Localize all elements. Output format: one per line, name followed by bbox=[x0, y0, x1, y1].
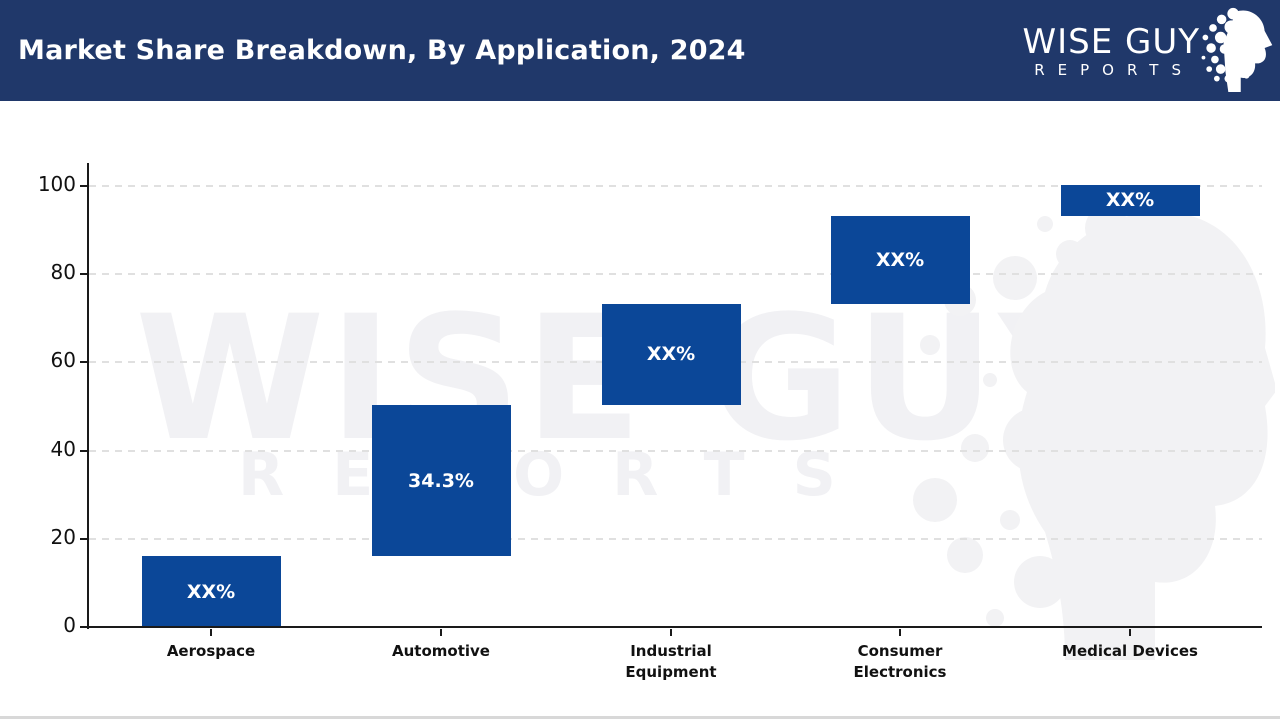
bar-segment: XX% bbox=[1060, 184, 1200, 216]
bar-value-label: XX% bbox=[186, 580, 236, 603]
logo-name-text: WISE GUY bbox=[1022, 22, 1200, 62]
header-bar: Market Share Breakdown, By Application, … bbox=[0, 0, 1280, 101]
gridline bbox=[89, 185, 1262, 187]
y-tick-mark bbox=[80, 537, 89, 540]
gridline bbox=[89, 273, 1262, 276]
wiseguy-head-icon bbox=[1192, 4, 1278, 98]
x-category-label: Automotive bbox=[392, 642, 490, 660]
watermark-head-icon bbox=[905, 190, 1277, 664]
bar-value-label: XX% bbox=[1105, 189, 1155, 212]
y-tick-mark bbox=[80, 185, 89, 187]
y-tick-mark bbox=[80, 449, 89, 452]
x-category-label: Medical Devices bbox=[1062, 642, 1198, 660]
bar-segment: 34.3% bbox=[371, 405, 511, 557]
gridline bbox=[89, 537, 1262, 540]
x-tick-mark bbox=[210, 629, 212, 636]
watermark-reports-text: REPORTS bbox=[238, 440, 884, 510]
chart-region: 0 20 40 60 80 100 XX% Aerospace 34.3% Automotive X… bbox=[0, 101, 1280, 716]
bar-segment: XX% bbox=[601, 303, 741, 406]
x-category-label: Consumer Electronics bbox=[853, 642, 947, 681]
y-tick-mark bbox=[80, 626, 89, 628]
page-title: Market Share Breakdown, By Application, … bbox=[18, 35, 746, 66]
x-tick-mark bbox=[670, 629, 672, 636]
x-tick-mark bbox=[899, 629, 901, 636]
x-category-label: Aerospace bbox=[166, 642, 256, 660]
y-tick-label: 40 bbox=[50, 436, 76, 461]
wise-guy-reports-logo: WISE GUY REPORTS bbox=[1022, 0, 1273, 101]
y-tick-label: 80 bbox=[50, 260, 76, 285]
x-tick-mark bbox=[1129, 629, 1131, 636]
x-category-label: Industrial Equipment bbox=[625, 642, 717, 681]
bar-segment: XX% bbox=[141, 556, 281, 627]
y-tick-label: 0 bbox=[63, 613, 76, 637]
y-tick-mark bbox=[80, 361, 89, 364]
y-tick-label: 20 bbox=[50, 524, 76, 549]
y-tick-mark bbox=[80, 273, 89, 276]
bar-segment: XX% bbox=[830, 215, 970, 304]
x-axis-spine bbox=[87, 626, 1262, 628]
y-tick-label: 100 bbox=[37, 172, 76, 196]
bar-value-label: 34.3% bbox=[408, 469, 474, 492]
y-tick-label: 60 bbox=[50, 348, 76, 373]
bottom-border-line bbox=[0, 716, 1280, 719]
bar-value-label: XX% bbox=[646, 343, 696, 366]
y-axis-spine bbox=[87, 163, 89, 629]
gridline bbox=[89, 449, 1262, 452]
x-tick-mark bbox=[440, 629, 442, 636]
logo-subtitle-text: REPORTS bbox=[1034, 61, 1194, 79]
bar-value-label: XX% bbox=[875, 248, 925, 271]
